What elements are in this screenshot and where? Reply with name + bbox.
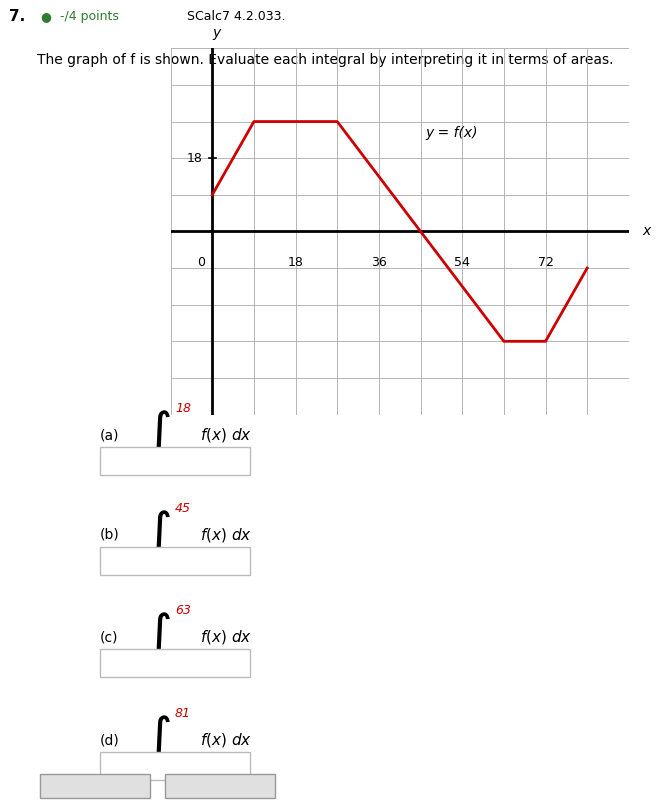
Text: $f(x)\ dx$: $f(x)\ dx$ <box>200 628 252 646</box>
FancyBboxPatch shape <box>100 752 250 780</box>
FancyBboxPatch shape <box>100 649 250 677</box>
Text: The graph of f is shown. Evaluate each integral by interpreting it in terms of a: The graph of f is shown. Evaluate each i… <box>37 53 613 67</box>
Text: Submit Answer: Submit Answer <box>48 779 142 792</box>
Text: $f(x)\ dx$: $f(x)\ dx$ <box>200 526 252 544</box>
Text: 18: 18 <box>288 256 304 269</box>
Text: $\int$: $\int$ <box>145 408 171 462</box>
Text: 7.: 7. <box>9 10 25 24</box>
Text: (c): (c) <box>100 630 118 644</box>
Text: 45: 45 <box>157 657 173 670</box>
FancyBboxPatch shape <box>165 774 275 798</box>
Text: $f(x)\ dx$: $f(x)\ dx$ <box>200 426 252 444</box>
Text: 18: 18 <box>175 402 191 415</box>
Text: Save Progress: Save Progress <box>176 779 264 792</box>
Text: 0: 0 <box>157 555 165 568</box>
FancyBboxPatch shape <box>100 547 250 575</box>
Text: 0: 0 <box>197 256 205 269</box>
Text: 54: 54 <box>454 256 470 269</box>
Text: SCalc7 4.2.033.: SCalc7 4.2.033. <box>187 10 286 23</box>
Text: 0: 0 <box>157 455 165 468</box>
Text: y = f(x): y = f(x) <box>425 126 478 139</box>
Text: (a): (a) <box>100 428 120 442</box>
Text: -/4 points: -/4 points <box>60 10 119 23</box>
Text: y: y <box>213 26 221 40</box>
Text: 81: 81 <box>175 707 191 720</box>
Text: $f(x)\ dx$: $f(x)\ dx$ <box>200 731 252 749</box>
Text: 18: 18 <box>187 151 203 165</box>
Text: $\int$: $\int$ <box>145 508 171 562</box>
Text: 0: 0 <box>157 760 165 773</box>
Text: $\int$: $\int$ <box>145 713 171 766</box>
Text: $\int$: $\int$ <box>145 610 171 664</box>
Text: x: x <box>643 225 651 238</box>
Text: (b): (b) <box>100 528 120 542</box>
FancyBboxPatch shape <box>40 774 150 798</box>
Text: (d): (d) <box>100 733 120 747</box>
Text: 63: 63 <box>175 604 191 617</box>
Text: 72: 72 <box>538 256 553 269</box>
Text: ●: ● <box>40 10 51 23</box>
Text: 36: 36 <box>371 256 387 269</box>
Text: 45: 45 <box>175 502 191 515</box>
FancyBboxPatch shape <box>100 447 250 475</box>
